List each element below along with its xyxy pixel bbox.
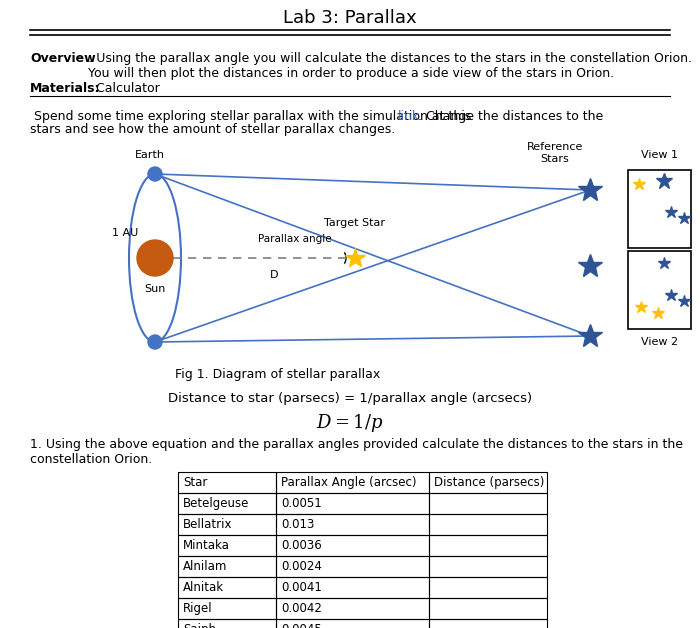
Text: Parallax Angle (arcsec): Parallax Angle (arcsec) <box>281 476 416 489</box>
Text: Alnilam: Alnilam <box>183 560 228 573</box>
Bar <box>628 170 691 248</box>
Text: Parallax angle: Parallax angle <box>258 234 332 244</box>
Bar <box>276 493 429 514</box>
Bar <box>429 577 547 598</box>
Text: Saiph: Saiph <box>183 623 216 628</box>
Text: Overview: Overview <box>30 52 96 65</box>
Bar <box>276 556 429 577</box>
Text: Sun: Sun <box>144 284 166 294</box>
Text: Fig 1. Diagram of stellar parallax: Fig 1. Diagram of stellar parallax <box>176 368 381 381</box>
Text: 0.0041: 0.0041 <box>281 581 322 594</box>
Bar <box>276 619 429 628</box>
Bar <box>628 251 691 329</box>
Bar <box>178 619 276 628</box>
Text: stars and see how the amount of stellar parallax changes.: stars and see how the amount of stellar … <box>30 123 395 136</box>
Bar <box>276 472 429 493</box>
Bar <box>429 493 547 514</box>
Text: Reference
Stars: Reference Stars <box>527 142 583 164</box>
Bar <box>429 472 547 493</box>
Text: View 1: View 1 <box>641 150 678 160</box>
Bar <box>429 556 547 577</box>
Bar <box>178 556 276 577</box>
Text: Target Star: Target Star <box>325 218 386 228</box>
Bar <box>276 577 429 598</box>
Bar <box>429 535 547 556</box>
Text: 1. Using the above equation and the parallax angles provided calculate the dista: 1. Using the above equation and the para… <box>30 438 683 466</box>
Bar <box>178 577 276 598</box>
Bar <box>429 514 547 535</box>
Bar <box>178 535 276 556</box>
Text: . Change the distances to the: . Change the distances to the <box>418 110 603 123</box>
Bar <box>178 472 276 493</box>
Text: D: D <box>270 270 279 280</box>
Text: Spend some time exploring stellar parallax with the simulation at this: Spend some time exploring stellar parall… <box>30 110 475 123</box>
Text: Materials:: Materials: <box>30 82 101 95</box>
Circle shape <box>137 240 173 276</box>
Text: Alnitak: Alnitak <box>183 581 224 594</box>
Bar <box>276 535 429 556</box>
Bar <box>178 598 276 619</box>
Text: Star: Star <box>183 476 207 489</box>
Text: Distance to star (parsecs) = 1/parallax angle (arcsecs): Distance to star (parsecs) = 1/parallax … <box>168 392 532 405</box>
Text: 1 AU: 1 AU <box>112 228 138 238</box>
Text: Earth: Earth <box>135 150 165 160</box>
Text: Bellatrix: Bellatrix <box>183 518 232 531</box>
Text: : Using the parallax angle you will calculate the distances to the stars in the : : Using the parallax angle you will calc… <box>88 52 692 80</box>
Text: 0.0045: 0.0045 <box>281 623 322 628</box>
Text: $D = 1/p$: $D = 1/p$ <box>316 412 384 434</box>
Text: 0.0051: 0.0051 <box>281 497 322 510</box>
Text: 0.0024: 0.0024 <box>281 560 322 573</box>
Text: 0.0042: 0.0042 <box>281 602 322 615</box>
Circle shape <box>148 335 162 349</box>
Text: 0.013: 0.013 <box>281 518 314 531</box>
Bar <box>429 598 547 619</box>
Text: View 2: View 2 <box>641 337 678 347</box>
Bar <box>276 598 429 619</box>
Text: Mintaka: Mintaka <box>183 539 230 552</box>
Text: Lab 3: Parallax: Lab 3: Parallax <box>284 9 416 27</box>
Circle shape <box>148 167 162 181</box>
Text: 0.0036: 0.0036 <box>281 539 322 552</box>
Text: Rigel: Rigel <box>183 602 213 615</box>
Text: Calculator: Calculator <box>92 82 160 95</box>
Text: Betelgeuse: Betelgeuse <box>183 497 249 510</box>
Bar <box>276 514 429 535</box>
Text: link: link <box>398 110 420 123</box>
Text: Distance (parsecs): Distance (parsecs) <box>434 476 545 489</box>
Bar <box>429 619 547 628</box>
Bar <box>178 493 276 514</box>
Bar <box>178 514 276 535</box>
